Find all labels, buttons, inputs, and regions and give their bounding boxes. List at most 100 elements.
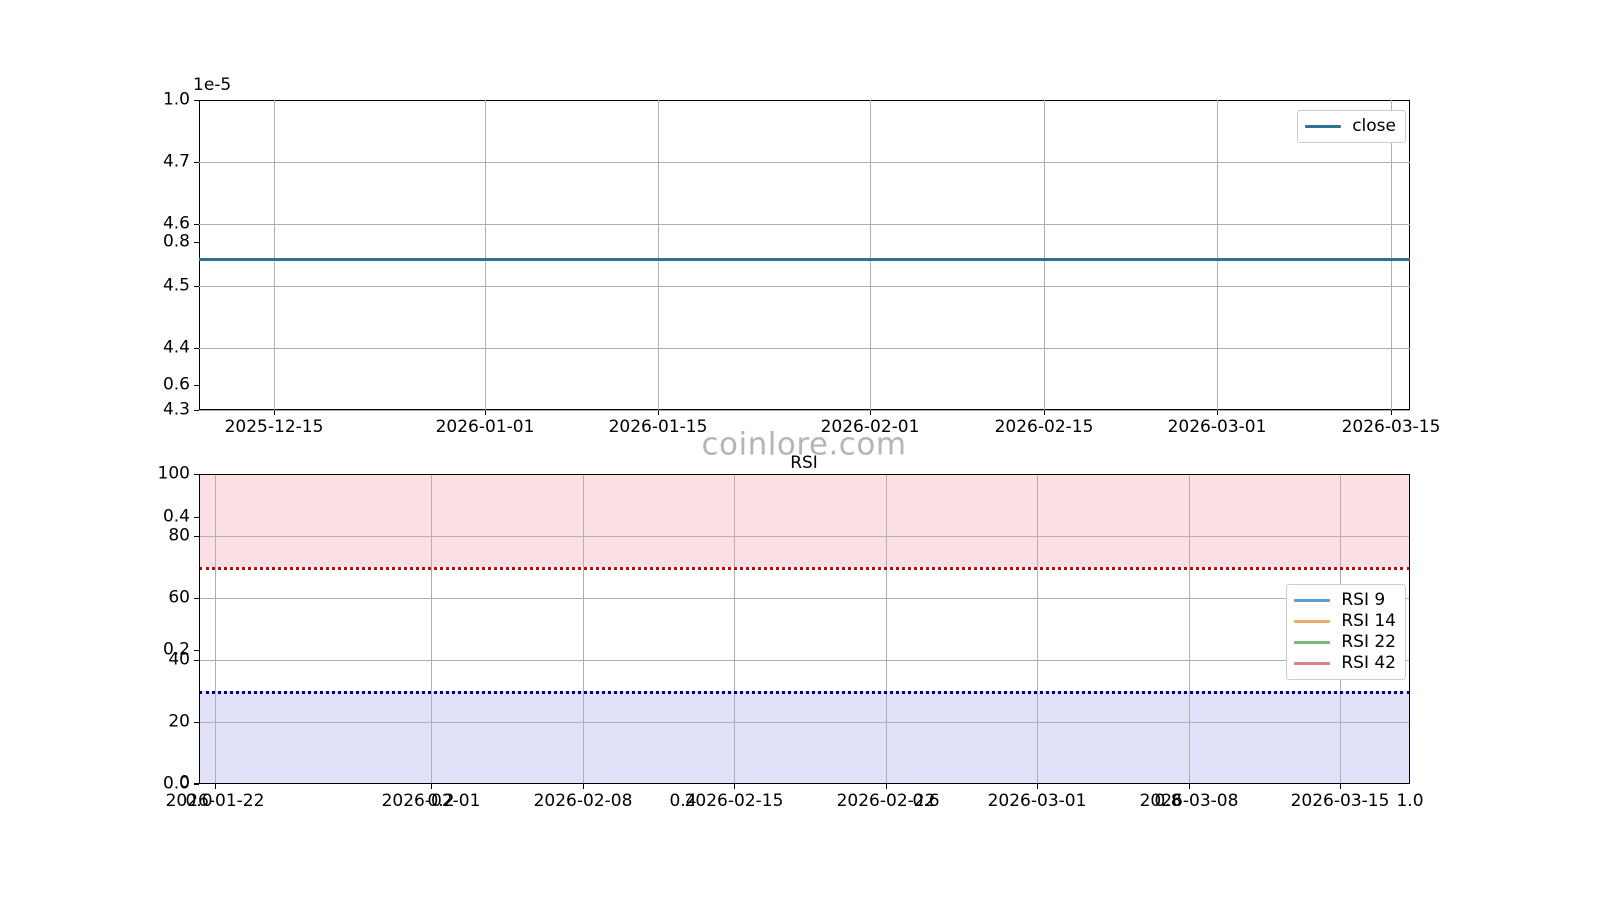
- price-xtick-mark: [1217, 410, 1218, 415]
- price-gridline-h: [199, 286, 1410, 287]
- price-ytick-secondary-label: 0.8: [162, 231, 190, 252]
- rsi-xtick-mark: [734, 784, 735, 789]
- rsi-xtick-mark: [215, 784, 216, 789]
- rsi-oversold-threshold-line: [199, 691, 1410, 694]
- rsi-xtick-label: 2026-02-15: [684, 791, 784, 811]
- legend-item-rsi-22[interactable]: RSI 22: [1294, 632, 1396, 653]
- price-ytick-mark: [194, 410, 199, 411]
- rsi-xtick-mark: [1340, 784, 1341, 789]
- price-xtick-mark: [274, 410, 275, 415]
- price-gridline-v: [658, 100, 659, 410]
- rsi-gridline-h: [199, 722, 1410, 723]
- price-ytick-label: 4.4: [162, 337, 190, 358]
- rsi-xtick-secondary-label: 0.0: [185, 791, 213, 811]
- rsi-ytick-label: 40: [168, 649, 190, 670]
- rsi-gridline-v: [1189, 474, 1190, 784]
- legend-item-close[interactable]: close: [1305, 116, 1396, 137]
- price-xtick-label: 2026-01-15: [608, 417, 708, 437]
- rsi-ytick-secondary-label: 0.2: [162, 639, 190, 660]
- rsi-xtick-secondary-label: 0.2: [427, 791, 455, 811]
- rsi-xtick-label: 2026-03-15: [1290, 791, 1390, 811]
- rsi-xtick-mark: [1037, 784, 1038, 789]
- legend-label-rsi-9: RSI 9: [1341, 590, 1386, 610]
- rsi-xtick-secondary-label: 0.6: [912, 791, 940, 811]
- rsi-overbought-threshold-line: [199, 567, 1410, 570]
- rsi-ytick-label: 0: [179, 772, 190, 793]
- price-xtick-label: 2026-03-01: [1167, 417, 1267, 437]
- price-ytick-secondary-label: 0.6: [162, 374, 190, 395]
- price-ytick-mark: [194, 162, 199, 163]
- rsi-ytick-mark: [194, 474, 199, 475]
- price-gridline-v: [1391, 100, 1392, 410]
- rsi-gridline-v: [734, 474, 735, 784]
- legend-label-rsi-14: RSI 14: [1341, 611, 1396, 631]
- price-xtick-label: 2026-02-15: [994, 417, 1094, 437]
- legend-item-rsi-14[interactable]: RSI 14: [1294, 611, 1396, 632]
- price-ytick-mark: [194, 348, 199, 349]
- rsi-xtick-label: 2026-03-08: [1139, 791, 1239, 811]
- price-ytick-secondary-mark: [194, 385, 199, 386]
- rsi-gridline-v: [886, 474, 887, 784]
- price-ytick-secondary-mark: [194, 242, 199, 243]
- legend-label-rsi-22: RSI 22: [1341, 632, 1396, 652]
- rsi-gridline-h: [199, 474, 1410, 475]
- rsi-ytick-mark: [194, 598, 199, 599]
- rsi-ytick-secondary-mark: [194, 784, 199, 785]
- price-ytick-secondary-mark: [194, 100, 199, 101]
- watermark-coinlore: coinlore.com: [701, 426, 907, 463]
- rsi-ytick-label: 60: [168, 587, 190, 608]
- legend-swatch-rsi-9-icon: [1294, 599, 1331, 602]
- price-gridline-h: [199, 162, 1410, 163]
- legend-label-close: close: [1352, 116, 1396, 136]
- rsi-xtick-secondary-label: 0.8: [1154, 791, 1182, 811]
- price-ytick-label: 4.3: [162, 399, 190, 420]
- rsi-ytick-secondary-label: 0.0: [162, 773, 190, 794]
- price-gridline-v: [485, 100, 486, 410]
- rsi-xtick-secondary-label: 0.4: [669, 791, 697, 811]
- legend-label-rsi-42: RSI 42: [1341, 653, 1396, 673]
- rsi-ytick-label: 100: [157, 463, 190, 484]
- rsi-overbought-band: [199, 474, 1410, 567]
- price-chart-axes: 4.7 4.6 4.5 4.4 4.3 1.0 0.8 0.6 2025-12-…: [163, 77, 1440, 436]
- price-chart-legend[interactable]: close: [1297, 110, 1406, 143]
- rsi-ytick-mark: [194, 722, 199, 723]
- price-axis-offset-text: 1e-5: [193, 75, 232, 95]
- rsi-gridline-h: [199, 783, 1410, 784]
- rsi-gridline-h: [199, 660, 1410, 661]
- price-xtick-mark: [658, 410, 659, 415]
- price-xtick-label: 2026-02-01: [820, 417, 920, 437]
- price-xtick-mark: [485, 410, 486, 415]
- price-gridline-v: [1217, 100, 1218, 410]
- rsi-xtick-label: 2026-02-01: [381, 791, 481, 811]
- price-gridline-v: [274, 100, 275, 410]
- rsi-chart-axes: 100 80 60 40 20 0 0.4 0.2 0.0 2026-01-22…: [158, 465, 1424, 810]
- price-ytick-secondary-label: 1.0: [162, 89, 190, 110]
- legend-item-rsi-9[interactable]: RSI 9: [1294, 590, 1396, 611]
- rsi-ytick-secondary-label: 0.4: [162, 506, 190, 527]
- price-gridline-h: [199, 348, 1410, 349]
- rsi-chart-legend[interactable]: RSI 9 RSI 14 RSI 22 RSI 42: [1286, 584, 1406, 680]
- rsi-gridline-h: [199, 598, 1410, 599]
- rsi-ytick-mark: [194, 783, 199, 784]
- price-ytick-label: 4.7: [162, 151, 190, 172]
- price-ytick-label: 4.5: [162, 275, 190, 296]
- rsi-ytick-label: 80: [168, 525, 190, 546]
- price-xtick-label: 2026-01-01: [435, 417, 535, 437]
- rsi-ytick-mark: [194, 660, 199, 661]
- rsi-xtick-mark: [583, 784, 584, 789]
- price-ytick-label: 4.6: [162, 213, 190, 234]
- rsi-xtick-label: 2026-02-08: [533, 791, 633, 811]
- rsi-ytick-secondary-mark: [194, 650, 199, 651]
- legend-item-rsi-42[interactable]: RSI 42: [1294, 653, 1396, 674]
- price-axes-frame: [199, 100, 1410, 410]
- price-xtick-mark: [1391, 410, 1392, 415]
- rsi-gridline-v: [1037, 474, 1038, 784]
- rsi-xtick-label: 2026-02-22: [836, 791, 936, 811]
- rsi-ytick-mark: [194, 536, 199, 537]
- price-ytick-mark: [194, 286, 199, 287]
- price-xtick-mark: [870, 410, 871, 415]
- legend-swatch-rsi-22-icon: [1294, 641, 1331, 644]
- rsi-oversold-band: [199, 691, 1410, 784]
- legend-swatch-rsi-42-icon: [1294, 662, 1331, 665]
